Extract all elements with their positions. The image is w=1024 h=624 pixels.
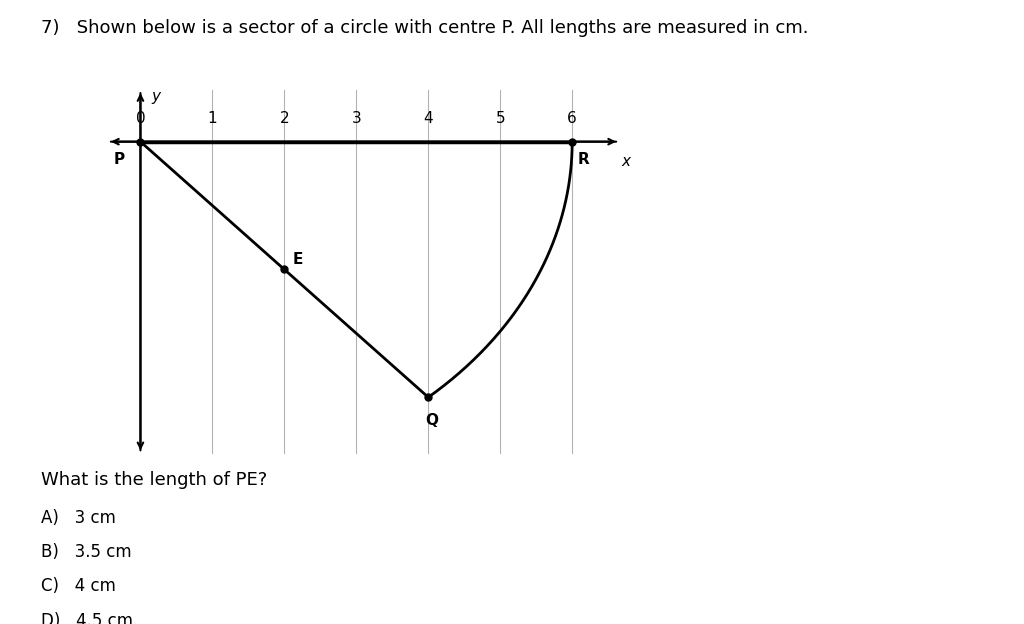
Text: What is the length of PE?: What is the length of PE? [41, 471, 267, 489]
Text: x: x [622, 154, 631, 169]
Text: y: y [152, 89, 160, 104]
Text: Q: Q [425, 413, 438, 428]
Text: E: E [293, 251, 303, 266]
Text: R: R [578, 152, 590, 167]
Text: C)   4 cm: C) 4 cm [41, 577, 116, 595]
Text: A)   3 cm: A) 3 cm [41, 509, 116, 527]
Text: 5: 5 [496, 110, 505, 125]
Text: D)   4.5 cm: D) 4.5 cm [41, 612, 133, 624]
Text: 1: 1 [208, 110, 217, 125]
Text: 6: 6 [567, 110, 578, 125]
Text: B)   3.5 cm: B) 3.5 cm [41, 543, 132, 561]
Text: 4: 4 [424, 110, 433, 125]
Text: 2: 2 [280, 110, 289, 125]
Text: 3: 3 [351, 110, 361, 125]
Text: 0: 0 [135, 110, 145, 125]
Text: P: P [114, 152, 125, 167]
Text: 7)   Shown below is a sector of a circle with centre P. All lengths are measured: 7) Shown below is a sector of a circle w… [41, 19, 809, 37]
